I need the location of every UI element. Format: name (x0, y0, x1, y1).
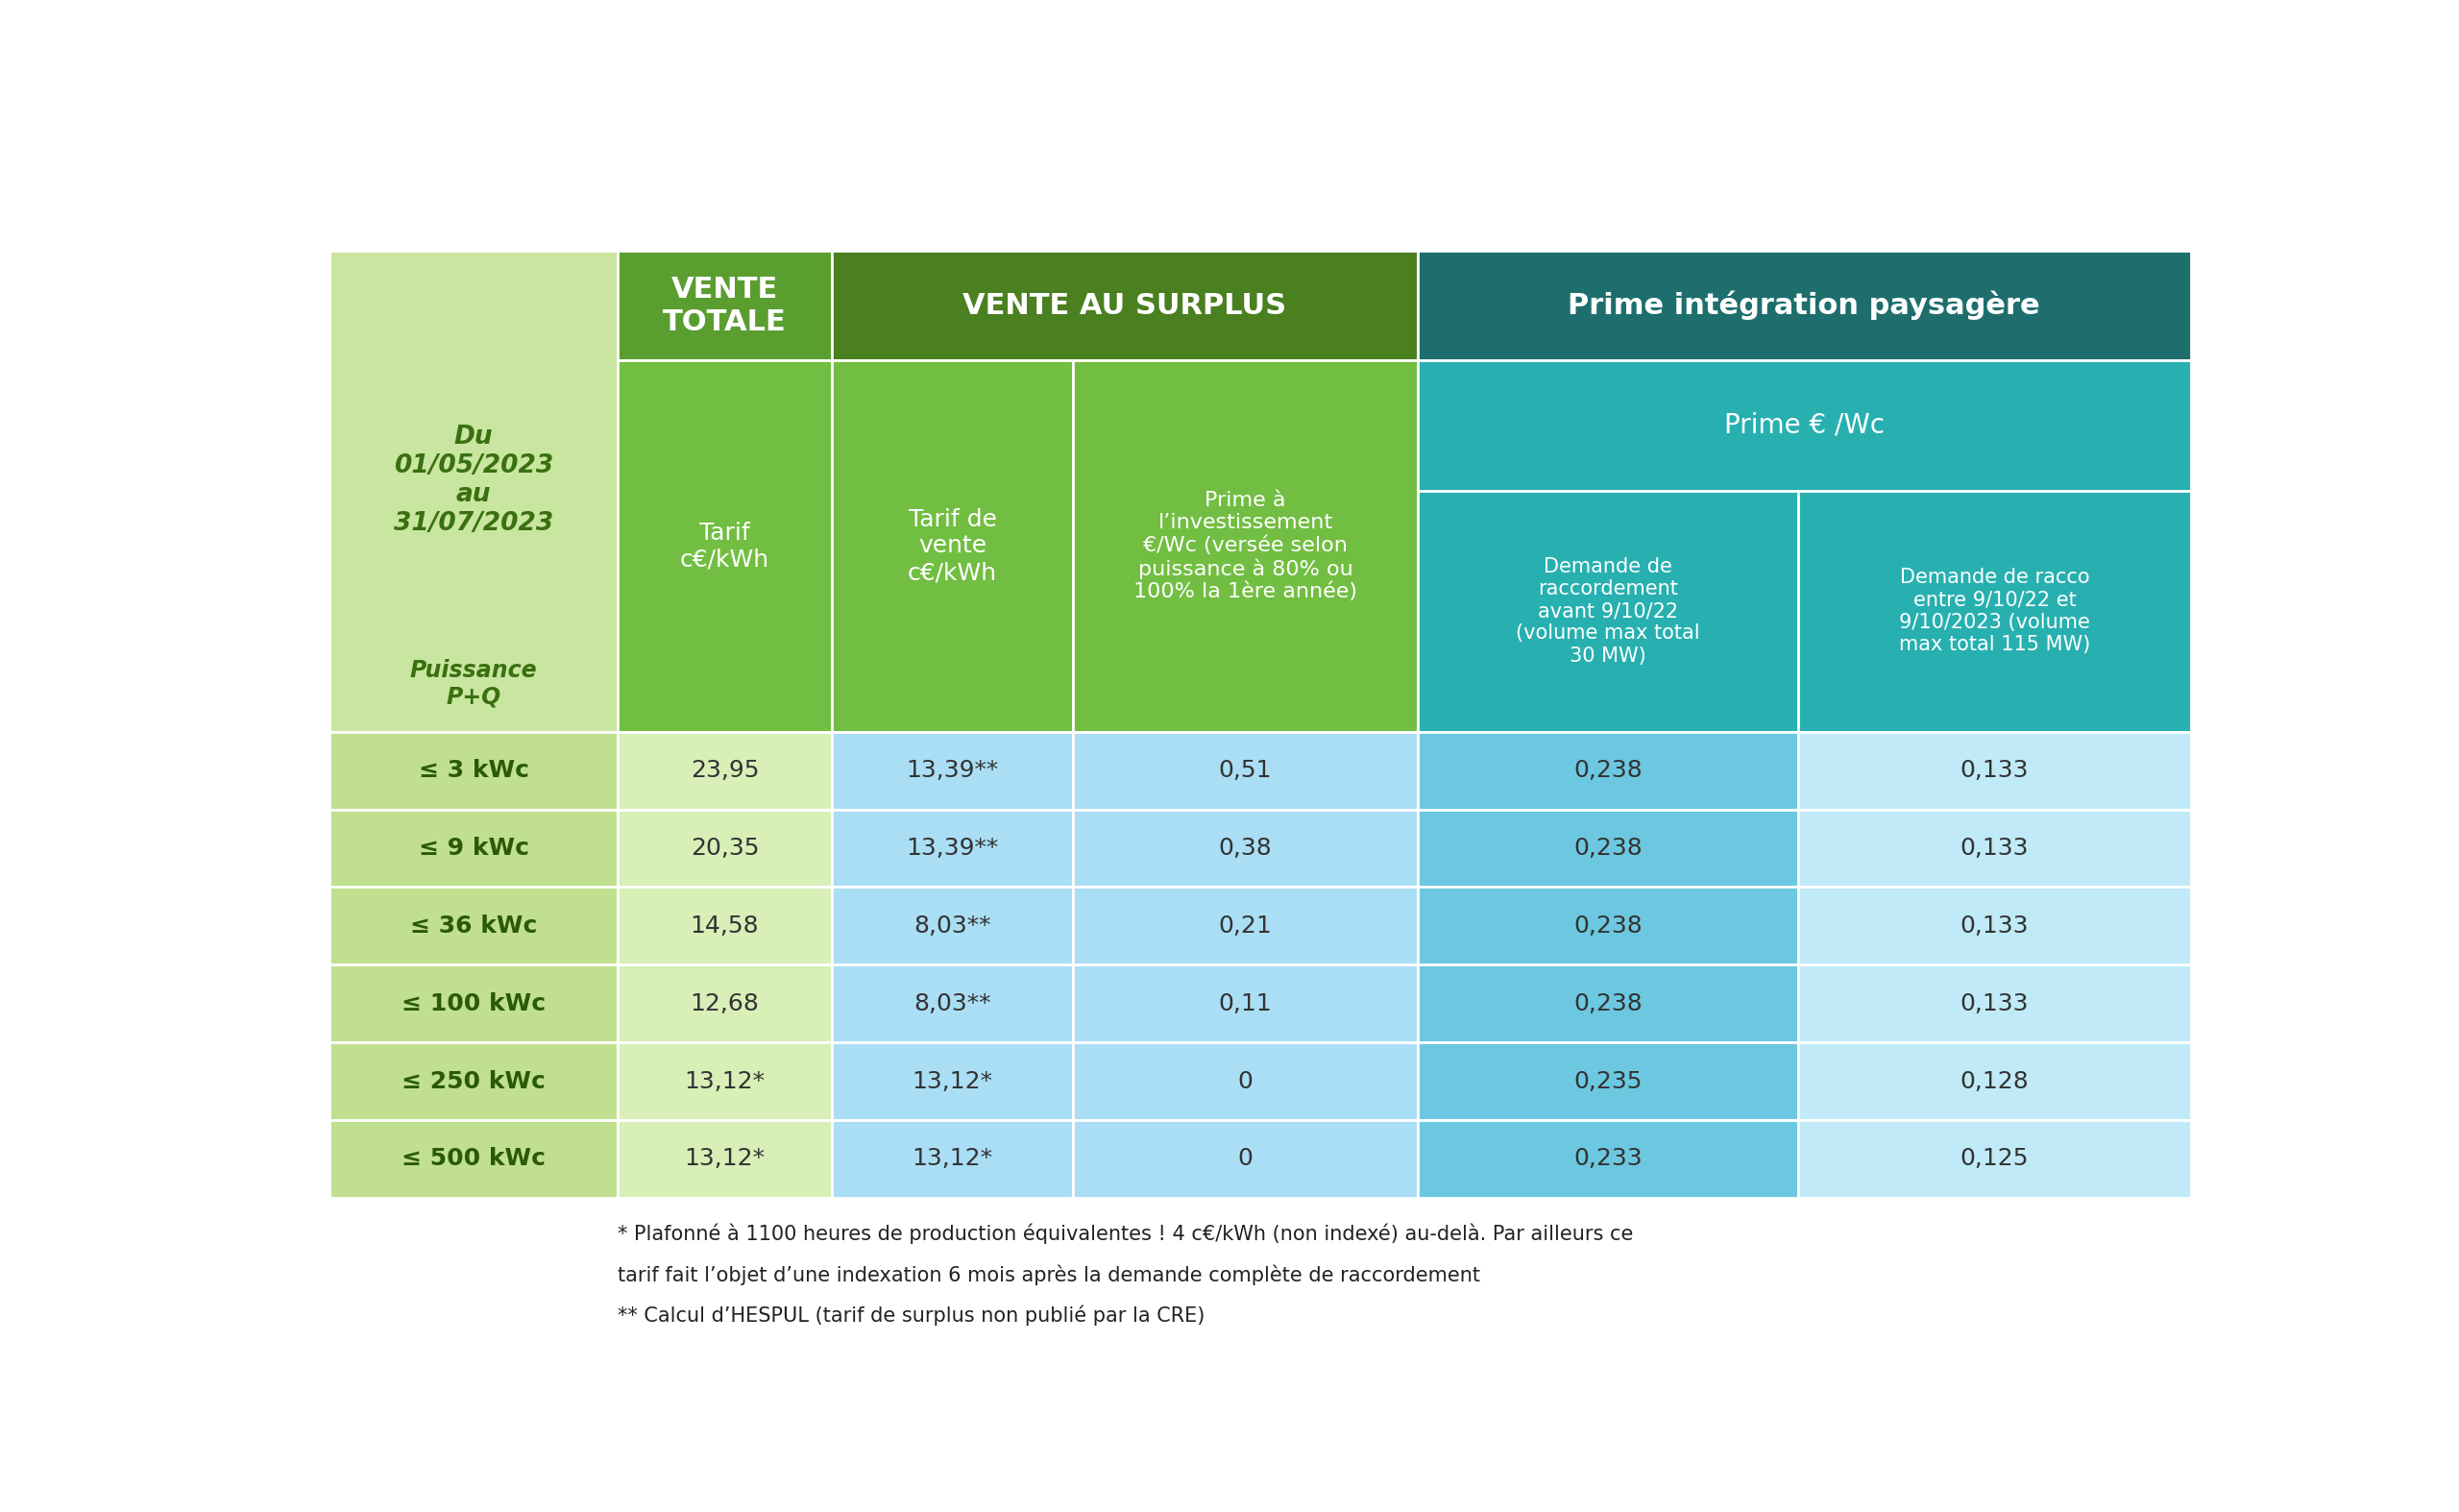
Text: 12,68: 12,68 (691, 992, 760, 1015)
Bar (330, 1120, 617, 1198)
Text: 13,12*: 13,12* (912, 1148, 993, 1170)
Text: 23,95: 23,95 (691, 759, 760, 782)
Text: 0,133: 0,133 (1960, 759, 2029, 782)
Text: ≤ 9 kWc: ≤ 9 kWc (418, 836, 529, 860)
Bar (330, 809, 617, 888)
Text: 13,39**: 13,39** (907, 836, 998, 860)
Text: Prime € /Wc: Prime € /Wc (1724, 411, 1884, 438)
Bar (330, 1042, 617, 1120)
Text: 0,133: 0,133 (1960, 915, 2029, 937)
Bar (617, 251, 831, 360)
Text: ≤ 500 kWc: ≤ 500 kWc (401, 1148, 546, 1170)
Bar (831, 1120, 1075, 1198)
Bar (831, 251, 1416, 360)
Bar (1075, 732, 1416, 809)
Bar (1075, 360, 1416, 732)
Text: Puissance
P+Q: Puissance P+Q (411, 659, 539, 708)
Bar (1798, 1120, 2191, 1198)
Text: Tarif
c€/kWh: Tarif c€/kWh (679, 522, 770, 572)
Bar (1416, 732, 1798, 809)
Bar (831, 809, 1075, 888)
Bar (617, 888, 831, 965)
Text: 0,11: 0,11 (1220, 992, 1271, 1015)
Text: 0,238: 0,238 (1574, 915, 1643, 937)
Bar (617, 1120, 831, 1198)
Bar (1416, 809, 1798, 888)
Bar (1075, 809, 1416, 888)
Bar (1416, 1120, 1798, 1198)
Bar (330, 965, 617, 1042)
Text: 13,12*: 13,12* (684, 1069, 765, 1093)
Bar (617, 965, 831, 1042)
Text: Prime à
l’investissement
€/Wc (versée selon
puissance à 80% ou
100% la 1ère anné: Prime à l’investissement €/Wc (versée se… (1134, 490, 1357, 602)
Text: 0: 0 (1237, 1069, 1254, 1093)
Bar (831, 965, 1075, 1042)
Bar (1075, 965, 1416, 1042)
Text: 0,51: 0,51 (1220, 759, 1271, 782)
Text: 20,35: 20,35 (691, 836, 760, 860)
Bar (1416, 360, 2191, 732)
Text: 13,39**: 13,39** (907, 759, 998, 782)
Text: ** Calcul d’HESPUL (tarif de surplus non publié par la CRE): ** Calcul d’HESPUL (tarif de surplus non… (617, 1305, 1205, 1326)
Text: 0: 0 (1237, 1148, 1254, 1170)
Text: 0,21: 0,21 (1220, 915, 1271, 937)
Bar (831, 732, 1075, 809)
Bar (831, 888, 1075, 965)
Text: 0,235: 0,235 (1574, 1069, 1643, 1093)
Text: 8,03**: 8,03** (915, 992, 991, 1015)
Bar (831, 1042, 1075, 1120)
Text: 0,125: 0,125 (1960, 1148, 2029, 1170)
Text: 14,58: 14,58 (691, 915, 760, 937)
Bar (1075, 888, 1416, 965)
Text: 0,238: 0,238 (1574, 992, 1643, 1015)
Text: 0,128: 0,128 (1960, 1069, 2029, 1093)
Text: ≤ 250 kWc: ≤ 250 kWc (401, 1069, 546, 1093)
Bar (330, 888, 617, 965)
Bar (1798, 809, 2191, 888)
Text: 13,12*: 13,12* (912, 1069, 993, 1093)
Text: 13,12*: 13,12* (684, 1148, 765, 1170)
Bar (1798, 888, 2191, 965)
Text: 8,03**: 8,03** (915, 915, 991, 937)
Bar (330, 732, 617, 809)
Text: 0,38: 0,38 (1220, 836, 1271, 860)
Text: Prime intégration paysagère: Prime intégration paysagère (1569, 290, 2041, 321)
Bar (1075, 1042, 1416, 1120)
Bar (1798, 965, 2191, 1042)
Bar (617, 360, 831, 732)
Bar (617, 1042, 831, 1120)
Text: * Plafonné à 1100 heures de production équivalentes ! 4 c€/kWh (non indexé) au-d: * Plafonné à 1100 heures de production é… (617, 1223, 1633, 1244)
Text: Du
01/05/2023
au
31/07/2023: Du 01/05/2023 au 31/07/2023 (393, 425, 553, 535)
Text: Demande de
raccordement
avant 9/10/22
(volume max total
30 MW): Demande de raccordement avant 9/10/22 (v… (1515, 556, 1699, 665)
Bar (1416, 965, 1798, 1042)
Text: Demande de racco
entre 9/10/22 et
9/10/2023 (volume
max total 115 MW): Demande de racco entre 9/10/22 et 9/10/2… (1898, 569, 2090, 655)
Bar (1416, 888, 1798, 965)
Text: 0,133: 0,133 (1960, 836, 2029, 860)
Bar (1798, 732, 2191, 809)
Bar (617, 732, 831, 809)
Text: ≤ 3 kWc: ≤ 3 kWc (418, 759, 529, 782)
Text: Tarif de
vente
c€/kWh: Tarif de vente c€/kWh (907, 508, 998, 584)
Text: 0,238: 0,238 (1574, 836, 1643, 860)
Text: 0,233: 0,233 (1574, 1148, 1643, 1170)
Bar (617, 809, 831, 888)
Text: 0,133: 0,133 (1960, 992, 2029, 1015)
Bar (1798, 1042, 2191, 1120)
Bar (1075, 1120, 1416, 1198)
Text: VENTE
TOTALE: VENTE TOTALE (664, 275, 787, 336)
Text: 0,238: 0,238 (1574, 759, 1643, 782)
Text: VENTE AU SURPLUS: VENTE AU SURPLUS (961, 292, 1286, 319)
Bar (330, 251, 617, 1198)
Text: tarif fait l’objet d’une indexation 6 mois après la demande complète de raccorde: tarif fait l’objet d’une indexation 6 mo… (617, 1264, 1480, 1285)
Bar (831, 360, 1075, 732)
Bar (1416, 1042, 1798, 1120)
Bar (1416, 251, 2191, 360)
Text: ≤ 100 kWc: ≤ 100 kWc (401, 992, 546, 1015)
Text: ≤ 36 kWc: ≤ 36 kWc (411, 915, 539, 937)
